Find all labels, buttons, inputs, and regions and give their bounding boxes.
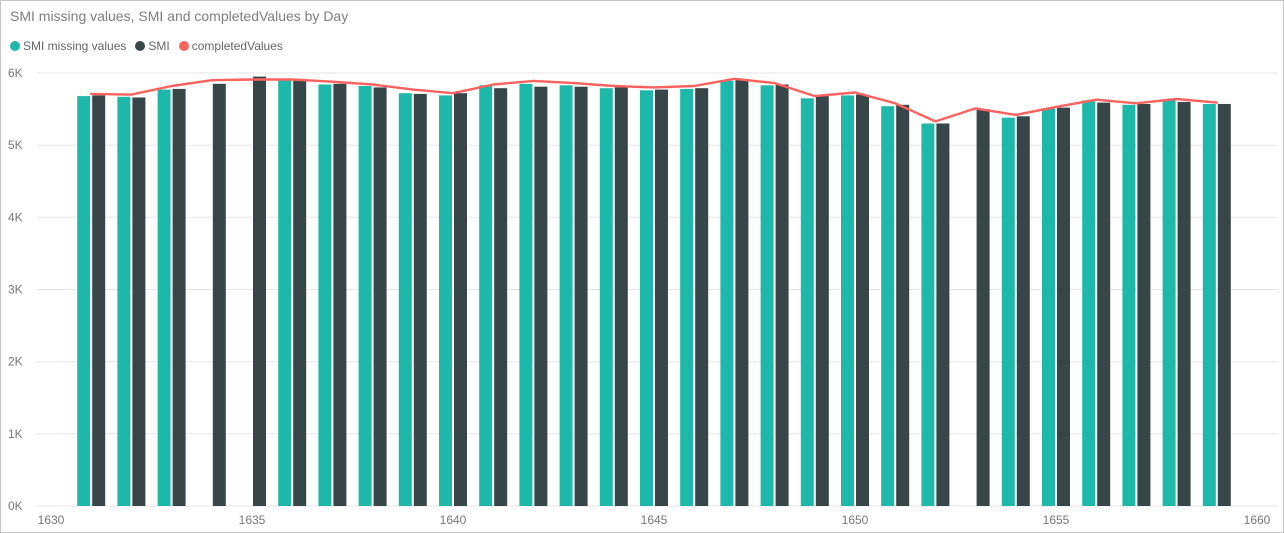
bar-smi-missing-values-1640[interactable] (439, 95, 452, 507)
bar-smi-1636[interactable] (293, 79, 307, 507)
bar-smi-missing-values-1655[interactable] (1042, 108, 1055, 507)
bar-smi-missing-values-1657[interactable] (1122, 104, 1136, 507)
legend-item-smi-missing-values[interactable]: SMI missing values (10, 39, 126, 53)
bar-smi-missing-values-1642[interactable] (519, 83, 533, 507)
bar-smi-1639[interactable] (413, 93, 427, 507)
bar-smi-missing-values-1651[interactable] (881, 106, 895, 506)
bar-smi-missing-values-1645[interactable] (640, 90, 653, 507)
x-axis-tick-label-1630: 1630 (38, 513, 65, 527)
bar-smi-1631[interactable] (92, 95, 106, 507)
bar-smi-missing-values-1638[interactable] (358, 86, 372, 506)
bar-smi-1651[interactable] (896, 104, 910, 507)
bar-smi-1648[interactable] (775, 84, 789, 507)
bar-smi-1644[interactable] (614, 87, 628, 507)
bar-smi-missing-values-1652[interactable] (921, 123, 935, 507)
legend-item-smi[interactable]: SMI (135, 39, 170, 53)
y-axis-tick-label-3K: 3K (8, 283, 23, 297)
chart-title: SMI missing values, SMI and completedVal… (10, 8, 349, 24)
bar-smi-1640[interactable] (454, 93, 467, 506)
bar-smi-missing-values-1631[interactable] (77, 96, 91, 506)
bar-smi-1637[interactable] (333, 83, 347, 507)
bar-smi-missing-values-1646[interactable] (680, 88, 694, 507)
bar-smi-1643[interactable] (574, 86, 588, 506)
bar-smi-1655[interactable] (1057, 107, 1070, 506)
bar-smi-missing-values-1641[interactable] (479, 85, 493, 507)
bar-smi-1653[interactable] (976, 109, 990, 506)
bar-smi-1659[interactable] (1217, 104, 1231, 506)
bar-smi-1642[interactable] (534, 86, 548, 506)
bar-smi-1634[interactable] (212, 83, 226, 507)
x-axis-tick-label-1645: 1645 (641, 513, 668, 527)
legend-item-completedvalues[interactable]: completedValues (178, 39, 283, 53)
bar-smi-1652[interactable] (936, 123, 950, 507)
smi-missing-values-legend-marker-icon (10, 41, 20, 51)
bar-smi-1656[interactable] (1097, 102, 1111, 506)
bar-smi-missing-values-1649[interactable] (800, 98, 814, 507)
x-axis-tick-label-1655: 1655 (1043, 513, 1070, 527)
legend-label: SMI (148, 39, 170, 53)
bar-smi-1657[interactable] (1137, 104, 1151, 506)
legend: SMI missing values SMI completedValues (10, 39, 292, 53)
bar-smi-missing-values-1654[interactable] (1001, 117, 1015, 506)
bar-smi-missing-values-1643[interactable] (559, 85, 573, 507)
bar-smi-missing-values-1636[interactable] (278, 80, 292, 506)
y-axis-tick-label-4K: 4K (8, 210, 23, 224)
bar-smi-missing-values-1647[interactable] (720, 80, 734, 507)
bar-smi-1654[interactable] (1016, 116, 1030, 507)
bar-smi-missing-values-1632[interactable] (117, 96, 131, 507)
completedvalues-legend-marker-icon (178, 41, 189, 51)
bar-smi-missing-values-1659[interactable] (1202, 104, 1216, 506)
completed-values-line[interactable] (89, 77, 1219, 123)
bar-smi-1647[interactable] (735, 80, 749, 506)
y-axis-tick-label-5K: 5K (8, 138, 23, 152)
y-axis-tick-label-6K: 6K (8, 66, 23, 80)
bar-smi-missing-values-1644[interactable] (599, 88, 613, 506)
smi-legend-marker-icon (135, 41, 146, 51)
bar-smi-missing-values-1637[interactable] (318, 84, 332, 507)
bar-smi-1649[interactable] (815, 96, 829, 506)
y-axis-tick-label-2K: 2K (8, 355, 23, 369)
bar-smi-missing-values-1656[interactable] (1082, 100, 1096, 507)
x-axis-tick-label-1640: 1640 (440, 513, 467, 527)
bar-smi-1635[interactable] (253, 76, 266, 506)
bar-smi-missing-values-1648[interactable] (760, 85, 774, 507)
y-axis-tick-label-1K: 1K (8, 427, 23, 441)
x-axis-tick-label-1650: 1650 (842, 513, 869, 527)
bar-smi-1633[interactable] (172, 88, 186, 507)
bar-smi-1645[interactable] (655, 89, 668, 506)
bar-smi-missing-values-1658[interactable] (1162, 100, 1176, 507)
bar-smi-1658[interactable] (1177, 101, 1191, 507)
bar-smi-missing-values-1650[interactable] (841, 95, 854, 507)
legend-label: completedValues (191, 39, 283, 53)
legend-label: SMI missing values (23, 39, 127, 53)
x-axis-tick-label-1635: 1635 (239, 513, 266, 527)
bar-smi-1638[interactable] (373, 87, 387, 507)
bar-smi-1641[interactable] (494, 88, 508, 506)
bar-smi-1646[interactable] (695, 88, 709, 506)
x-axis-tick-label-1660: 1660 (1244, 513, 1271, 527)
bar-smi-1632[interactable] (132, 97, 146, 507)
bar-smi-missing-values-1639[interactable] (398, 93, 412, 506)
bar-smi-missing-values-1633[interactable] (157, 89, 171, 506)
y-axis-tick-label-0K: 0K (8, 499, 23, 513)
bar-smi-1650[interactable] (856, 94, 869, 506)
